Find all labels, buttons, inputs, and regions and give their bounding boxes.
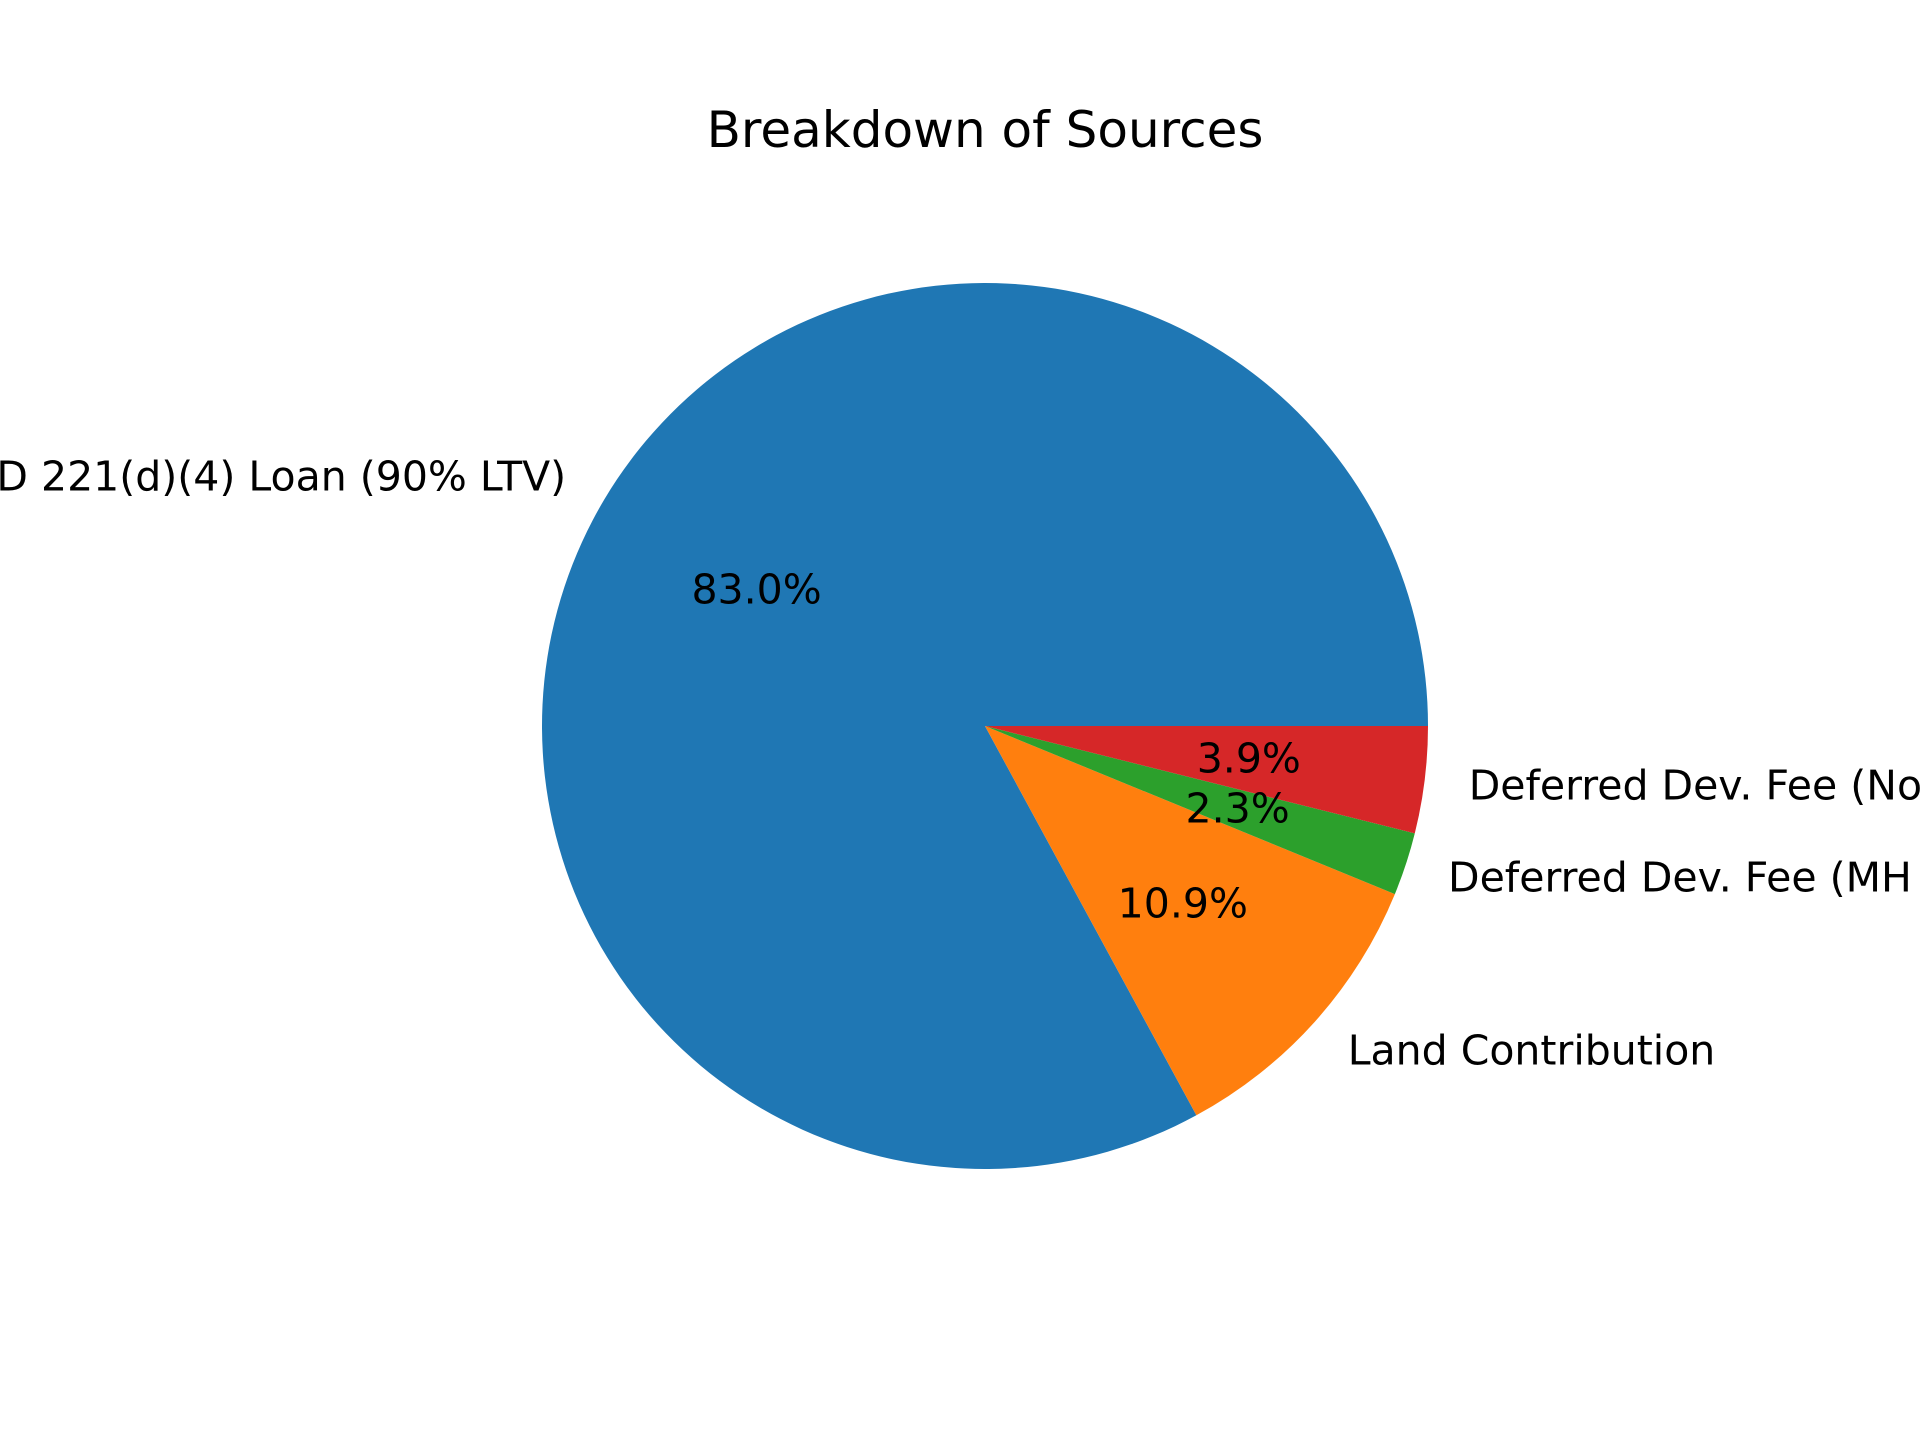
pie-slice-1 — [985, 726, 1395, 1116]
slice-pct-label-2: 2.3% — [1185, 784, 1290, 833]
slice-label-2: Deferred Dev. Fee (MH — [1448, 853, 1912, 902]
pie-slice-0 — [542, 282, 1428, 1169]
slice-label-1: Land Contribution — [1347, 1026, 1716, 1075]
slice-pct-label-1: 10.9% — [1117, 878, 1248, 927]
pie-slice-3 — [985, 726, 1428, 834]
slice-pct-label-0: 83.0% — [691, 565, 822, 614]
pie-slice-2 — [985, 726, 1415, 895]
slice-label-3: Deferred Dev. Fee (No — [1468, 760, 1920, 809]
slice-label-0: D 221(d)(4) Loan (90% LTV) — [0, 452, 567, 501]
chart-title: Breakdown of Sources — [706, 101, 1264, 159]
pie-slices-group — [542, 282, 1428, 1169]
slice-pct-label-3: 3.9% — [1196, 733, 1301, 782]
